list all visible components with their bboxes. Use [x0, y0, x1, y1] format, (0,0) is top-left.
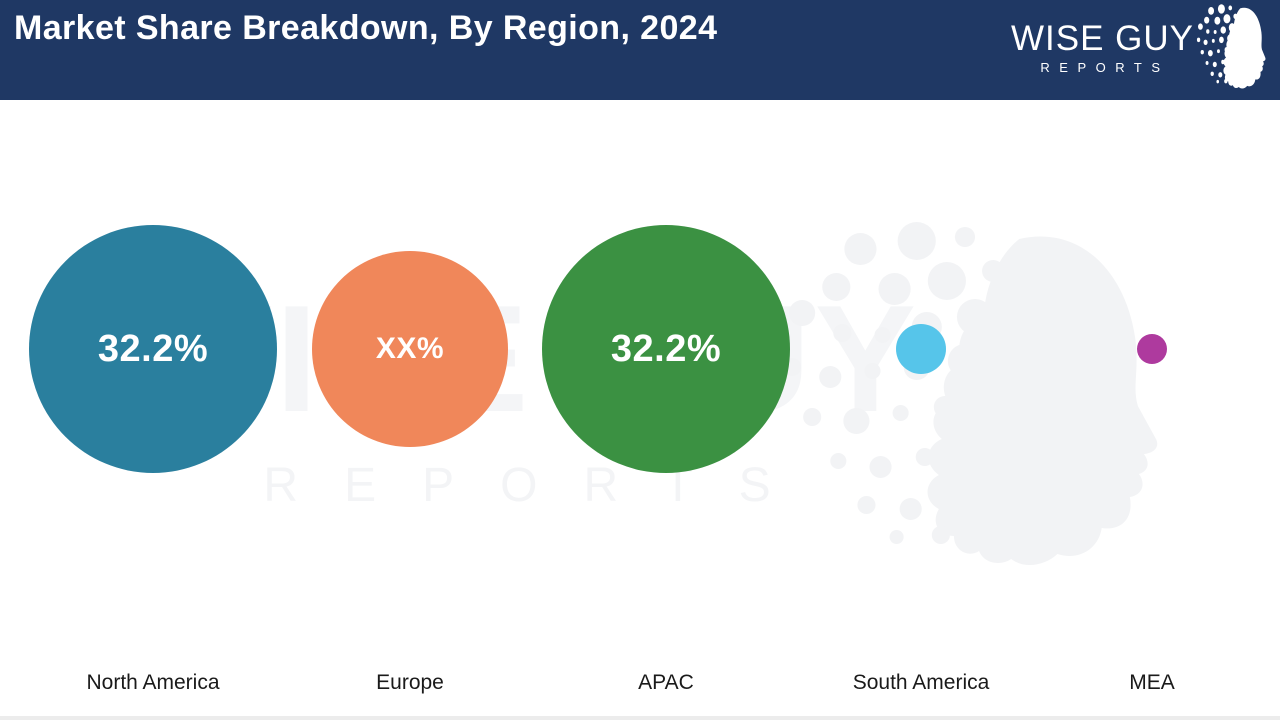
- brand-logo: WISE GUY REPORTS: [1011, 4, 1266, 90]
- page-title: Market Share Breakdown, By Region, 2024: [14, 9, 718, 47]
- header-bar: Market Share Breakdown, By Region, 2024 …: [0, 0, 1280, 100]
- brand-head-icon: [1196, 4, 1266, 89]
- label-south-america: South America: [852, 671, 990, 694]
- label-apac: APAC: [638, 671, 694, 694]
- bubble-north-america: 32.2%: [29, 225, 277, 473]
- brand-name: WISE GUY: [1010, 19, 1194, 58]
- bubble-value-north-america: 32.2%: [97, 327, 209, 370]
- bubble-value-europe: XX%: [375, 332, 445, 365]
- bubble-europe: XX%: [312, 251, 508, 447]
- bottom-divider: [0, 716, 1280, 720]
- watermark-head-icon: [783, 222, 1158, 566]
- bubble-mea: [1137, 334, 1167, 364]
- label-europe: Europe: [376, 671, 444, 694]
- label-north-america: North America: [86, 671, 220, 694]
- label-mea: MEA: [1129, 671, 1175, 694]
- brand-subtitle: REPORTS: [1040, 60, 1170, 75]
- watermark-reports-text: REPORTS: [263, 459, 817, 512]
- bubble-apac: 32.2%: [542, 225, 790, 473]
- bubble-value-apac: 32.2%: [610, 327, 722, 370]
- brand-logo-text: WISE GUY REPORTS: [1011, 19, 1194, 75]
- bubble-south-america: [896, 324, 946, 374]
